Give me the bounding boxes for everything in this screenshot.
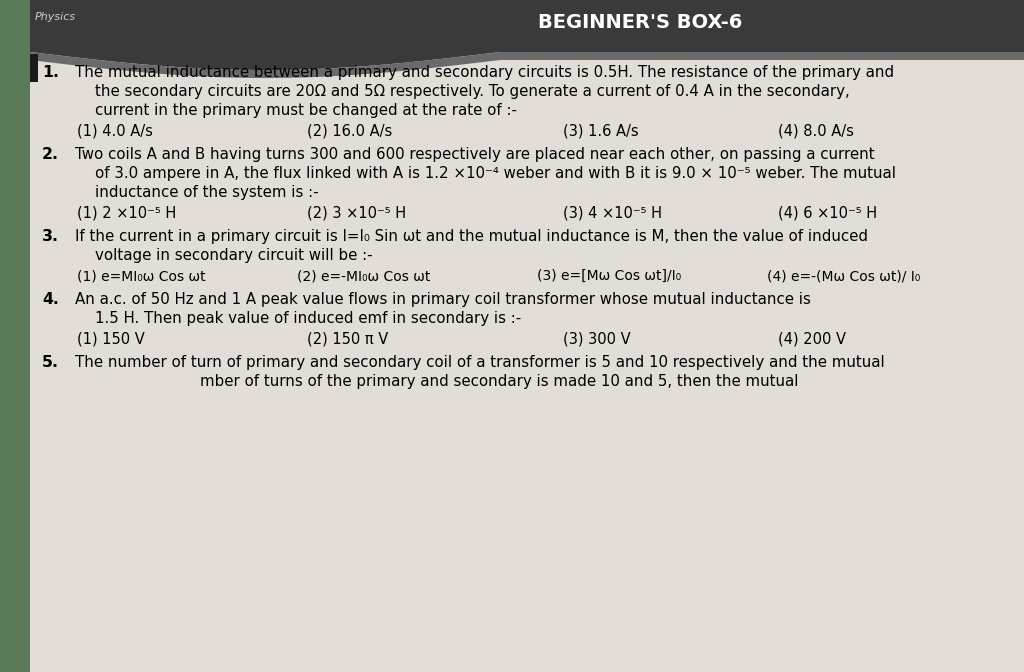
Text: (4) 8.0 A/s: (4) 8.0 A/s: [778, 124, 854, 139]
Text: (3) 1.6 A/s: (3) 1.6 A/s: [563, 124, 639, 139]
Text: 2.: 2.: [42, 147, 59, 162]
Text: BEGINNER'S BOX-6: BEGINNER'S BOX-6: [538, 13, 742, 32]
Text: Physics: Physics: [35, 12, 76, 22]
Text: of 3.0 ampere in A, the flux linked with A is 1.2 ×10⁻⁴ weber and with B it is 9: of 3.0 ampere in A, the flux linked with…: [95, 166, 896, 181]
Text: (1) 4.0 A/s: (1) 4.0 A/s: [77, 124, 153, 139]
Text: 3.: 3.: [42, 229, 59, 244]
Text: (2) 150 π V: (2) 150 π V: [307, 332, 388, 347]
Text: An a.c. of 50 Hz and 1 A peak value flows in primary coil transformer whose mutu: An a.c. of 50 Hz and 1 A peak value flow…: [75, 292, 811, 307]
Text: (4) 6 ×10⁻⁵ H: (4) 6 ×10⁻⁵ H: [778, 206, 878, 221]
Polygon shape: [30, 0, 1024, 672]
Polygon shape: [30, 0, 1024, 70]
Text: 4.: 4.: [42, 292, 58, 307]
Text: (4) 200 V: (4) 200 V: [778, 332, 846, 347]
Text: (3) 4 ×10⁻⁵ H: (3) 4 ×10⁻⁵ H: [563, 206, 663, 221]
Text: (2) e=-MI₀ω Cos ωt: (2) e=-MI₀ω Cos ωt: [297, 269, 430, 283]
Polygon shape: [0, 0, 30, 672]
Text: 5.: 5.: [42, 355, 59, 370]
Bar: [30, 54, 38, 82]
Text: The number of turn of primary and secondary coil of a transformer is 5 and 10 re: The number of turn of primary and second…: [75, 355, 885, 370]
Text: (3) e=[Mω Cos ωt]/I₀: (3) e=[Mω Cos ωt]/I₀: [537, 269, 681, 283]
Text: voltage in secondary circuit will be :-: voltage in secondary circuit will be :-: [95, 248, 373, 263]
Text: (1) e=MI₀ω Cos ωt: (1) e=MI₀ω Cos ωt: [77, 269, 206, 283]
Text: mber of turns of the primary and secondary is made 10 and 5, then the mutual: mber of turns of the primary and seconda…: [200, 374, 799, 389]
Text: Two coils A and B having turns 300 and 600 respectively are placed near each oth: Two coils A and B having turns 300 and 6…: [75, 147, 874, 162]
Text: 1.: 1.: [42, 65, 59, 80]
Text: (4) e=-(Mω Cos ωt)/ I₀: (4) e=-(Mω Cos ωt)/ I₀: [767, 269, 920, 283]
Text: (2) 3 ×10⁻⁵ H: (2) 3 ×10⁻⁵ H: [307, 206, 407, 221]
Polygon shape: [30, 52, 1024, 78]
Text: current in the primary must be changed at the rate of :-: current in the primary must be changed a…: [95, 103, 517, 118]
Text: (1) 150 V: (1) 150 V: [77, 332, 144, 347]
Text: inductance of the system is :-: inductance of the system is :-: [95, 185, 318, 200]
Text: the secondary circuits are 20Ω and 5Ω respectively. To generate a current of 0.4: the secondary circuits are 20Ω and 5Ω re…: [95, 84, 850, 99]
Text: (2) 16.0 A/s: (2) 16.0 A/s: [307, 124, 392, 139]
Text: If the current in a primary circuit is I=I₀ Sin ωt and the mutual inductance is : If the current in a primary circuit is I…: [75, 229, 868, 244]
Text: 1.5 H. Then peak value of induced emf in secondary is :-: 1.5 H. Then peak value of induced emf in…: [95, 311, 521, 326]
Text: The mutual inductance between a primary and secondary circuits is 0.5H. The resi: The mutual inductance between a primary …: [75, 65, 894, 80]
Text: (3) 300 V: (3) 300 V: [563, 332, 631, 347]
Text: (1) 2 ×10⁻⁵ H: (1) 2 ×10⁻⁵ H: [77, 206, 176, 221]
